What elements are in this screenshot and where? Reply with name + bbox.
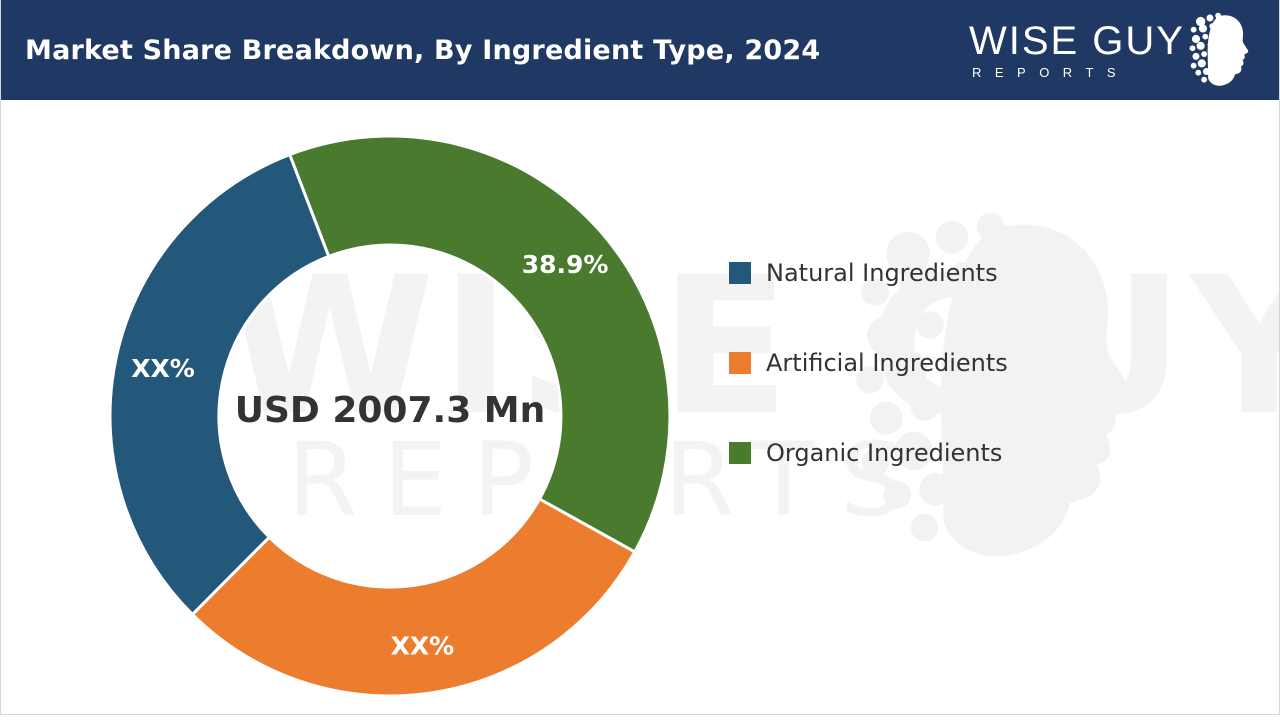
logo-subtitle: REPORTS xyxy=(971,65,1130,80)
chart-area: WISE GUY REPORTS 38.9%XX%XX% USD 2007.3 … xyxy=(1,100,1279,713)
slice-label-natural-ingredients: XX% xyxy=(131,354,195,383)
legend-item-natural-ingredients[interactable]: Natural Ingredients xyxy=(729,256,1008,290)
donut-segment-natural-ingredients[interactable] xyxy=(108,153,331,616)
logo-text: WISE GUY REPORTS xyxy=(969,21,1185,79)
legend-swatch-natural xyxy=(729,262,751,284)
page-title: Market Share Breakdown, By Ingredient Ty… xyxy=(25,34,821,66)
slice-label-organic-ingredients: 38.9% xyxy=(522,250,609,279)
legend-swatch-artificial xyxy=(729,352,751,374)
chart-legend: Natural Ingredients Artificial Ingredien… xyxy=(729,256,1008,526)
legend-label: Artificial Ingredients xyxy=(766,349,1008,377)
donut-segment-artificial-ingredients[interactable] xyxy=(190,497,637,698)
slice-label-artificial-ingredients: XX% xyxy=(391,632,455,661)
legend-item-organic-ingredients[interactable]: Organic Ingredients xyxy=(729,436,1008,470)
legend-swatch-organic xyxy=(729,442,751,464)
legend-item-artificial-ingredients[interactable]: Artificial Ingredients xyxy=(729,346,1008,380)
wise-guy-logo: WISE GUY REPORTS xyxy=(969,12,1253,88)
logo-face-icon xyxy=(1189,12,1249,86)
header-bar: Market Share Breakdown, By Ingredient Ty… xyxy=(1,0,1279,100)
legend-label: Organic Ingredients xyxy=(766,439,1003,467)
logo-wordmark: WISE GUY xyxy=(968,19,1185,63)
legend-label: Natural Ingredients xyxy=(766,259,998,287)
donut-segment-organic-ingredients[interactable] xyxy=(288,134,672,554)
donut-chart: 38.9% XX% XX% xyxy=(108,134,672,698)
